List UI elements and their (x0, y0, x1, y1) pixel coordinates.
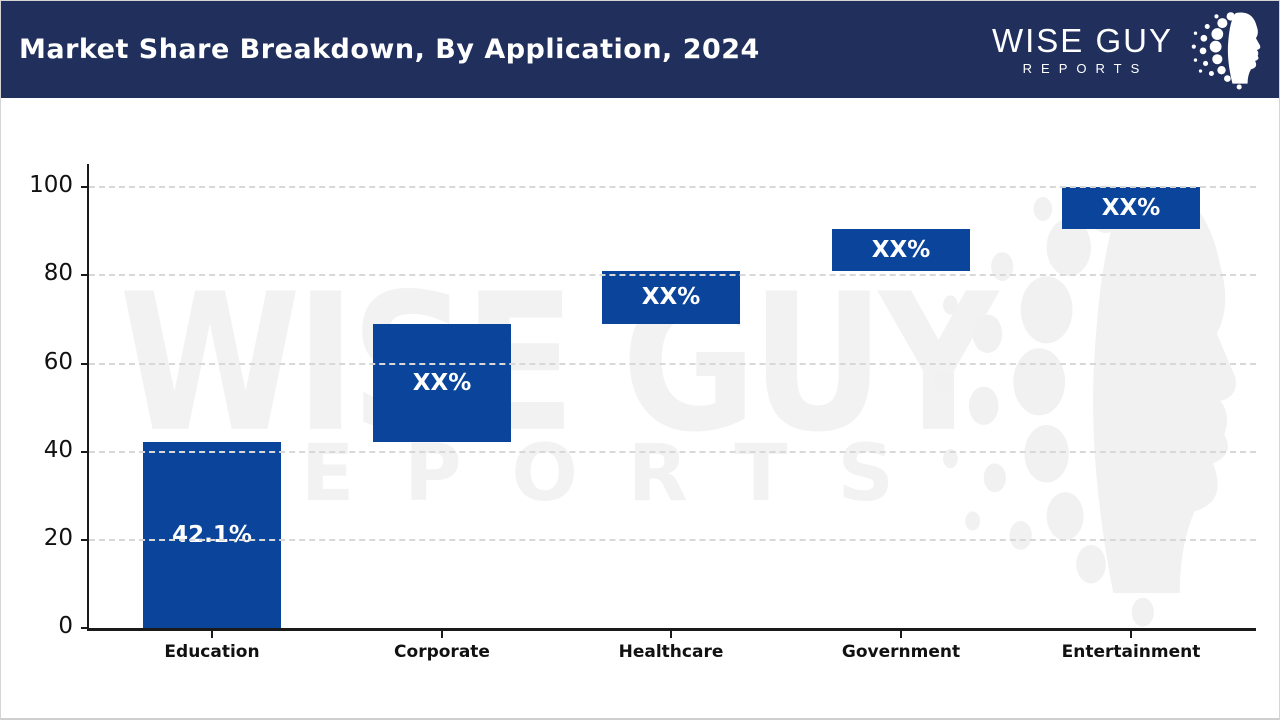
x-tick-mark (670, 630, 672, 638)
x-axis-line (87, 628, 1256, 631)
bar-value-label: 42.1% (172, 522, 252, 549)
x-tick-mark (211, 630, 213, 638)
watermark-reports-text: REPORTS (191, 429, 944, 519)
brand-logo-text: WISE GUY REPORTS (992, 24, 1173, 75)
bar-segment: XX% (1062, 187, 1200, 230)
page-title: Market Share Breakdown, By Application, … (19, 34, 760, 65)
x-tick-label: Government (841, 642, 961, 662)
bar-value-label: XX% (412, 370, 472, 397)
head-profile-dots-icon (1177, 7, 1261, 93)
bar-value-label: XX% (871, 237, 931, 264)
y-tick-mark (81, 362, 89, 365)
y-tick-mark (81, 186, 89, 189)
y-tick-label: 80 (43, 260, 73, 287)
bar-segment: XX% (373, 323, 511, 443)
y-tick-mark (81, 450, 89, 453)
x-tick-label: Education (164, 642, 260, 662)
x-tick-label: Entertainment (1061, 642, 1201, 662)
bar-value-label: XX% (1101, 195, 1161, 222)
bar-segment: XX% (602, 271, 740, 324)
x-tick-label: Healthcare (618, 642, 724, 662)
chart-area: WISE GUY REPORTS 42.1% XX% XX% XX% XX% (1, 98, 1279, 718)
gridline (89, 274, 1256, 277)
x-tick-mark (441, 630, 443, 638)
y-axis-line (87, 164, 89, 631)
header-bar: Market Share Breakdown, By Application, … (1, 1, 1279, 98)
x-tick-label: Corporate (394, 642, 490, 662)
gridline (89, 538, 1256, 541)
brand-subname: REPORTS (1022, 61, 1149, 76)
plot-region: 42.1% XX% XX% XX% XX% 0 20 40 60 80 100 Education Co… (1, 98, 1279, 718)
y-tick-mark (81, 274, 89, 277)
bar-segment: XX% (832, 229, 970, 272)
x-tick-mark (900, 630, 902, 638)
brand-logo: WISE GUY REPORTS (992, 7, 1261, 93)
brand-name: WISE GUY (991, 22, 1173, 59)
y-tick-mark (81, 627, 89, 629)
gridline (89, 450, 1256, 453)
y-tick-label: 60 (43, 348, 73, 375)
bar-value-label: XX% (641, 284, 701, 311)
gridline (89, 362, 1256, 365)
y-tick-label: 100 (29, 172, 73, 199)
y-tick-label: 0 (58, 613, 73, 639)
y-tick-label: 20 (43, 524, 73, 551)
y-tick-label: 40 (43, 436, 73, 463)
gridline (89, 186, 1256, 189)
bar-segment: 42.1% (143, 442, 281, 628)
y-tick-mark (81, 538, 89, 541)
x-tick-mark (1130, 630, 1132, 638)
